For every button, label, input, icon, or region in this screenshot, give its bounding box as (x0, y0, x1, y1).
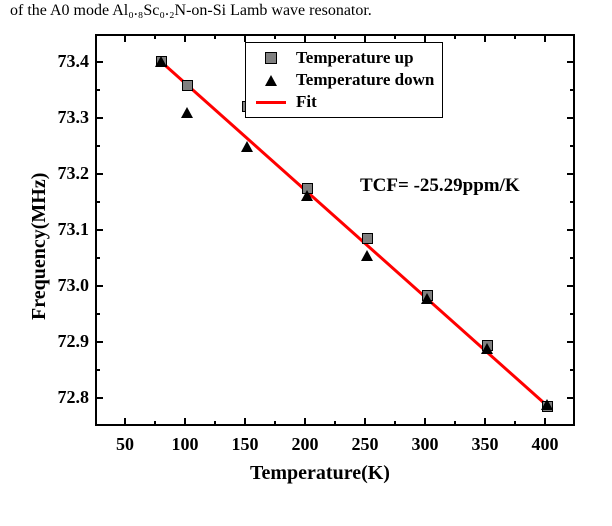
x-tick-label: 200 (285, 434, 325, 455)
x-tick-label: 250 (345, 434, 385, 455)
square-icon (265, 52, 277, 64)
y-tick-label: 73.0 (47, 275, 89, 296)
legend-label: Temperature up (296, 48, 414, 68)
legend-row: Temperature down (254, 69, 434, 91)
fit-line-icon (256, 101, 286, 104)
x-tick-label: 400 (525, 434, 565, 455)
triangle-marker (481, 343, 493, 354)
legend-label: Fit (296, 92, 317, 112)
y-tick-label: 72.8 (47, 387, 89, 408)
y-tick-label: 73.2 (47, 163, 89, 184)
triangle-marker (361, 250, 373, 261)
y-tick-label: 73.1 (47, 219, 89, 240)
x-axis-title: Temperature(K) (250, 462, 390, 485)
square-marker (362, 233, 373, 244)
figure-container: of the A0 mode Al₀.₈Sc₀.₂N-on-Si Lamb wa… (0, 0, 612, 526)
square-marker (182, 80, 193, 91)
triangle-marker (301, 190, 313, 201)
triangle-marker (541, 399, 553, 410)
y-tick-label: 73.3 (47, 107, 89, 128)
x-tick-label: 150 (225, 434, 265, 455)
x-tick-label: 50 (105, 434, 145, 455)
triangle-marker (181, 107, 193, 118)
x-tick-label: 100 (165, 434, 205, 455)
y-tick-label: 73.4 (47, 51, 89, 72)
y-tick-label: 72.9 (47, 331, 89, 352)
x-tick-label: 350 (465, 434, 505, 455)
legend: Temperature upTemperature downFit (245, 42, 443, 118)
triangle-icon (265, 75, 277, 86)
legend-row: Temperature up (254, 47, 434, 69)
x-tick-label: 300 (405, 434, 445, 455)
triangle-marker (241, 141, 253, 152)
tcf-annotation: TCF= -25.29ppm/K (360, 175, 520, 197)
legend-label: Temperature down (296, 70, 434, 90)
y-axis-title: Frequency(MHz) (28, 173, 51, 320)
triangle-marker (155, 56, 167, 67)
caption-fragment: of the A0 mode Al₀.₈Sc₀.₂N-on-Si Lamb wa… (10, 2, 372, 20)
legend-row: Fit (254, 91, 434, 113)
triangle-marker (421, 293, 433, 304)
